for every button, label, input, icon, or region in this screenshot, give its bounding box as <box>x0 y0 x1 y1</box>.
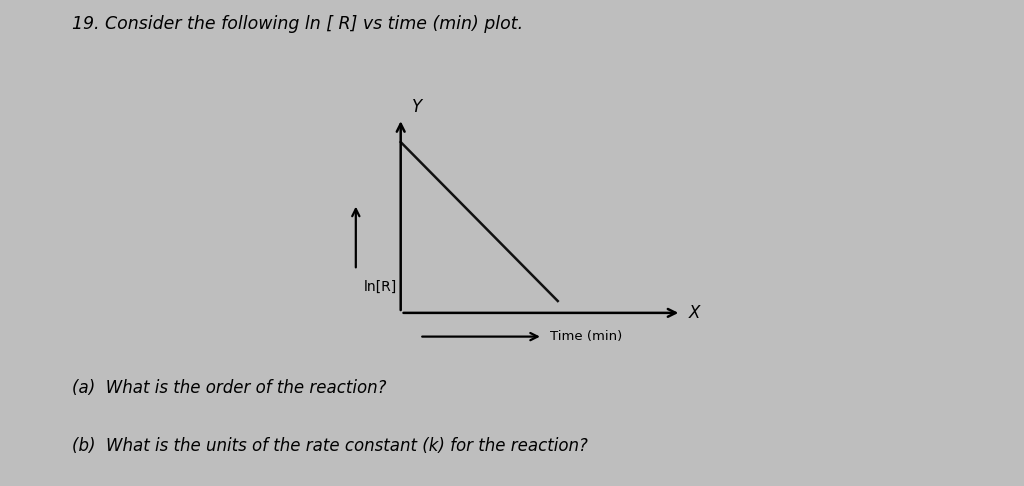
Text: X: X <box>689 304 700 322</box>
Text: (a)  What is the order of the reaction?: (a) What is the order of the reaction? <box>72 379 386 397</box>
Text: Time (min): Time (min) <box>550 330 623 343</box>
Text: 19. Consider the following ln [ R] vs time (min) plot.: 19. Consider the following ln [ R] vs ti… <box>72 15 523 33</box>
Text: (b)  What is the units of the rate constant (k) for the reaction?: (b) What is the units of the rate consta… <box>72 437 588 455</box>
Text: ln[R]: ln[R] <box>364 279 397 294</box>
Text: Y: Y <box>412 98 422 116</box>
